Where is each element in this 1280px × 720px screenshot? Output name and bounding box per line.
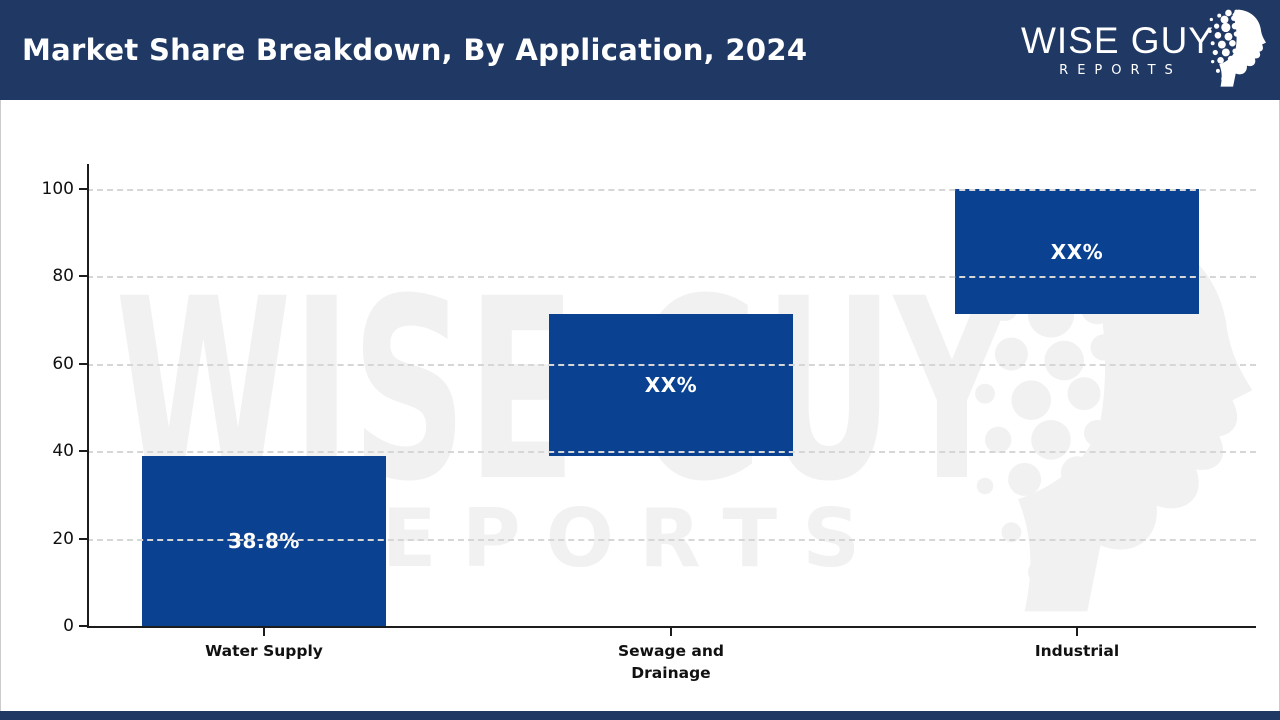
y-tick-label-20: 20 — [52, 528, 74, 549]
y-tick-0 — [79, 625, 87, 627]
gridline-60 — [87, 363, 1256, 366]
y-tick-label-60: 60 — [52, 353, 74, 374]
y-tick-60 — [79, 362, 87, 365]
bar-industrial: XX% — [955, 188, 1199, 315]
header-band: Market Share Breakdown, By Application, … — [0, 0, 1280, 100]
y-tick-label-80: 80 — [52, 266, 74, 287]
x-tick-label-1: Sewage and Drainage — [617, 642, 725, 683]
logo-subtitle: REPORTS — [1059, 63, 1182, 78]
y-tick-20 — [79, 537, 87, 540]
bar-value-label: 38.8% — [228, 529, 300, 554]
x-tick-label-2: Industrial — [1034, 642, 1120, 660]
y-tick-100 — [79, 187, 87, 190]
x-tick-label-0: Water Supply — [205, 642, 323, 660]
x-tick-0 — [263, 628, 265, 636]
bar-value-label: XX% — [1050, 239, 1104, 264]
x-tick-2 — [1076, 628, 1078, 636]
footer-band — [0, 711, 1280, 720]
wise-guy-logo: WISE GUY REPORTS — [1021, 6, 1272, 98]
chart-title: Market Share Breakdown, By Application, … — [22, 33, 808, 67]
gridline-40 — [87, 451, 1256, 454]
y-tick-label-40: 40 — [52, 441, 74, 462]
y-tick-40 — [79, 450, 87, 453]
watermark-text-sub: REPORTS — [295, 492, 860, 585]
logo-text: WISE GUY REPORTS — [1021, 22, 1214, 78]
bar-water-supply: 38.8% — [142, 456, 386, 626]
y-tick-label-100: 100 — [41, 178, 74, 199]
logo-face-icon — [1208, 9, 1266, 87]
gridline-20 — [87, 538, 1256, 541]
gridline-100 — [87, 188, 1256, 191]
x-axis-line — [87, 626, 1256, 628]
y-tick-label-0: 0 — [63, 616, 74, 636]
logo-wordmark: WISE GUY — [1020, 20, 1214, 61]
bar-sewage-and-drainage: XX% — [549, 314, 793, 457]
y-axis-line — [87, 164, 89, 628]
x-tick-1 — [670, 628, 672, 636]
y-tick-80 — [79, 275, 87, 278]
bar-value-label: XX% — [644, 373, 698, 398]
gridline-80 — [87, 276, 1256, 279]
